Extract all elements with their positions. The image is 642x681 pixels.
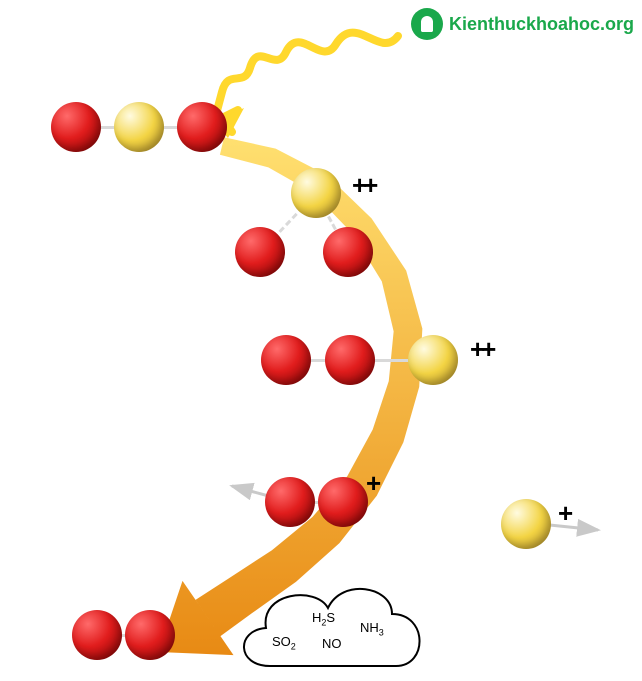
atom-red (51, 102, 101, 152)
atom-red (125, 610, 175, 660)
background-svg (0, 0, 642, 681)
atom-red (261, 335, 311, 385)
atom-red (235, 227, 285, 277)
atom-yellow (501, 499, 551, 549)
atom-yellow (114, 102, 164, 152)
charge-label: ++ (470, 334, 492, 365)
photon-squiggle (214, 33, 398, 132)
bulb-icon (411, 8, 443, 40)
atom-red (325, 335, 375, 385)
reaction-arrow (159, 137, 423, 655)
watermark-text: Kienthuckhoahoc.org (449, 14, 634, 35)
atom-red (72, 610, 122, 660)
charge-label: ++ (352, 170, 374, 201)
atom-yellow (408, 335, 458, 385)
atom-red (323, 227, 373, 277)
atom-red (265, 477, 315, 527)
cloud-nh3: NH3 (360, 620, 384, 638)
charge-label: + (558, 498, 569, 529)
charge-label: + (366, 468, 377, 499)
cloud-so2: SO2 (272, 634, 296, 652)
atom-red (318, 477, 368, 527)
cloud-h2s: H2S (312, 610, 335, 628)
cloud-no: NO (322, 636, 342, 651)
atom-yellow (291, 168, 341, 218)
atom-red (177, 102, 227, 152)
watermark: Kienthuckhoahoc.org (411, 8, 634, 40)
